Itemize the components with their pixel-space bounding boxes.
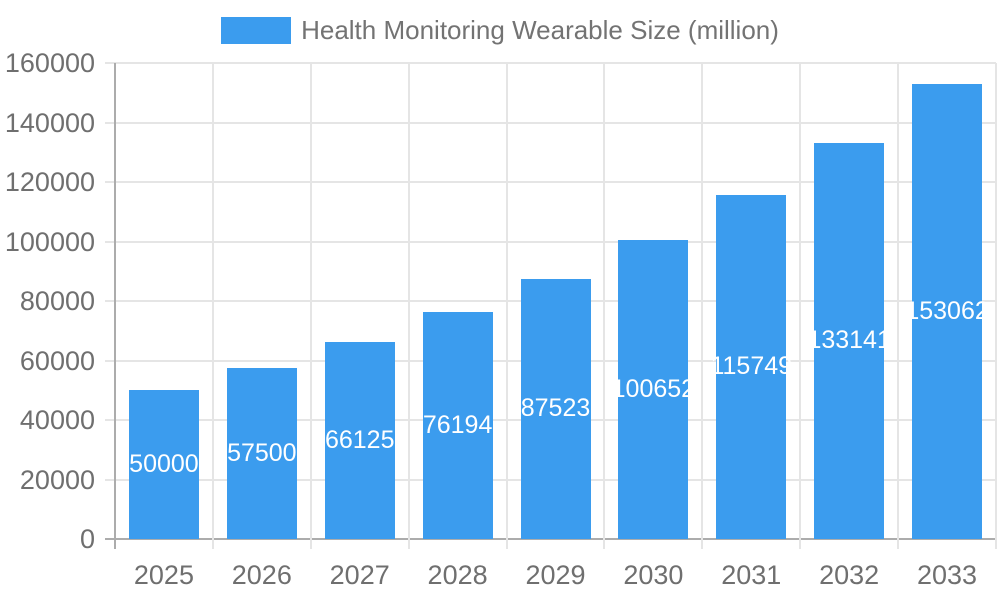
gridline-vertical (701, 63, 704, 549)
y-axis-tick-label: 0 (79, 524, 95, 554)
gridline-horizontal (105, 240, 996, 243)
x-axis-label: 2026 (231, 560, 292, 590)
gridline-vertical (211, 63, 214, 549)
gridline-horizontal (105, 181, 996, 183)
bar-2031[interactable]: 115749 (710, 194, 792, 539)
bar-2025[interactable]: 50000 (128, 390, 199, 539)
legend-item[interactable]: Health Monitoring Wearable Size (million… (0, 17, 1000, 44)
gridline-vertical (407, 63, 410, 549)
bar-value-label: 153062 (905, 296, 989, 325)
bar-value-label: 100652 (611, 374, 696, 403)
bar-value-label: 50000 (129, 450, 199, 479)
bar-value-label: 115749 (710, 352, 793, 381)
y-axis-tick-label: 120000 (4, 167, 95, 197)
legend-label: Health Monitoring Wearable Size (million… (301, 15, 779, 45)
bar-2028[interactable]: 76194 (422, 312, 493, 539)
gridline-vertical (897, 63, 900, 549)
x-axis-label: 2033 (917, 560, 978, 590)
gridline-vertical (309, 63, 312, 549)
bar-value-label: 87523 (520, 394, 591, 423)
x-axis-label: 2027 (329, 560, 390, 590)
x-axis-label: 2029 (525, 560, 586, 590)
y-axis-tick-label: 80000 (19, 286, 95, 316)
legend-swatch-icon (221, 17, 292, 44)
y-axis-tick-label: 100000 (4, 226, 95, 257)
bar-2026[interactable]: 57500 (226, 367, 297, 539)
gridline-vertical (603, 63, 606, 549)
y-axis-line (114, 63, 116, 549)
y-axis-tick-label: 20000 (19, 464, 95, 495)
gridline-horizontal (105, 121, 996, 124)
bar-value-label: 66125 (324, 426, 395, 455)
bar-value-label: 76194 (422, 411, 493, 440)
gridline-vertical (505, 63, 508, 549)
x-axis-label: 2025 (133, 560, 194, 590)
bar-2029[interactable]: 87523 (520, 278, 591, 539)
x-axis-label: 2030 (623, 560, 684, 590)
gridline-horizontal (105, 62, 996, 64)
x-axis-label: 2032 (819, 560, 880, 590)
x-axis-label: 2031 (721, 560, 782, 590)
gridline-vertical (799, 63, 802, 549)
y-axis-tick-label: 160000 (4, 48, 95, 78)
bar-2033[interactable]: 153062 (905, 83, 989, 539)
bar-2030[interactable]: 100652 (612, 239, 695, 539)
y-axis-tick-label: 60000 (19, 345, 95, 376)
y-axis-tick-label: 140000 (4, 107, 95, 138)
gridline-vertical (995, 63, 997, 549)
bar-value-label: 133141 (807, 326, 891, 355)
x-axis-label: 2028 (427, 560, 488, 590)
x-axis-line (105, 538, 996, 540)
bar-2032[interactable]: 133141 (807, 142, 891, 539)
bar-2027[interactable]: 66125 (324, 342, 395, 539)
y-axis-tick-label: 40000 (19, 405, 95, 435)
bar-value-label: 57500 (227, 438, 297, 467)
